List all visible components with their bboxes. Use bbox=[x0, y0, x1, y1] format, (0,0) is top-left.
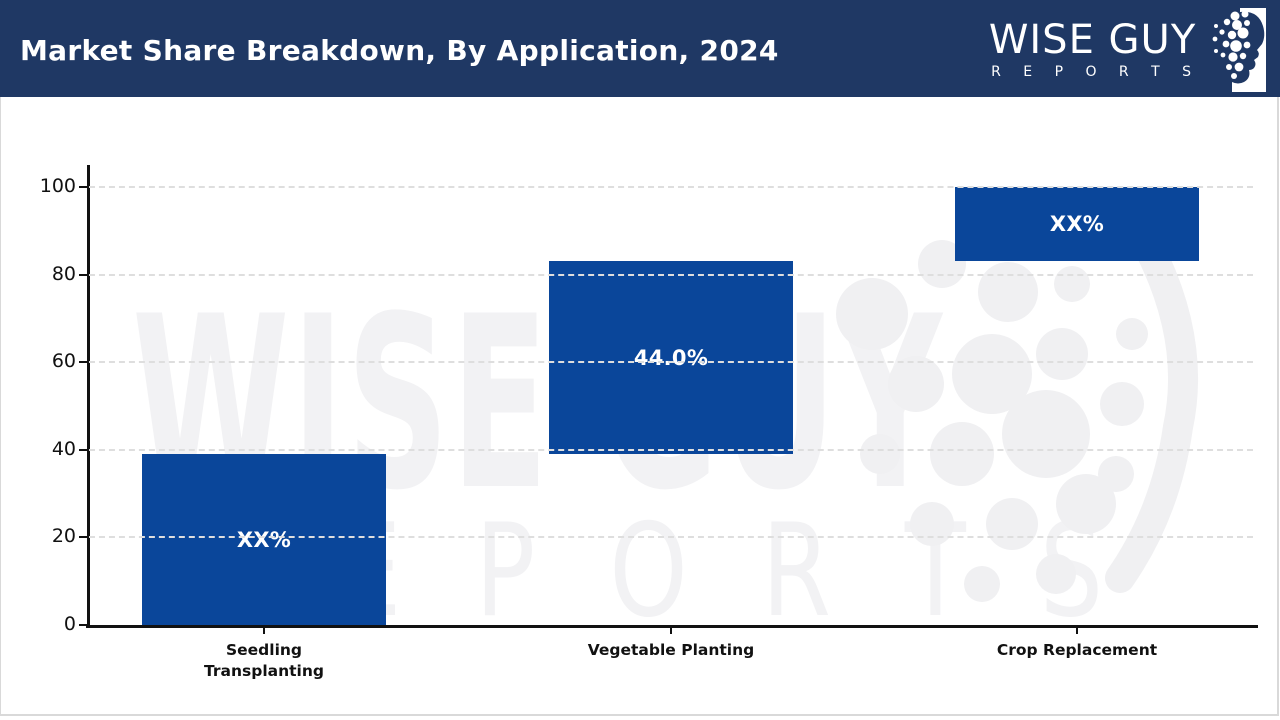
y-tick-mark-80 bbox=[79, 273, 87, 276]
gridline-20 bbox=[89, 536, 1253, 539]
logo-subtitle: R E P O R T S bbox=[991, 64, 1200, 80]
y-tick-label-80: 80 bbox=[51, 262, 76, 285]
logo-text: WISE GUY R E P O R T S bbox=[985, 20, 1200, 80]
x-category-label: Seedling Transplanting bbox=[204, 641, 324, 681]
x-axis-spine bbox=[86, 625, 1258, 628]
gridline-60 bbox=[89, 361, 1253, 364]
image-border bbox=[0, 97, 1279, 716]
y-tick-label-40: 40 bbox=[51, 437, 76, 460]
header-band: Market Share Breakdown, By Application, … bbox=[0, 0, 1280, 97]
y-tick-mark-0 bbox=[79, 624, 87, 626]
y-tick-label-100: 100 bbox=[39, 175, 76, 197]
x-category-label: Crop Replacement bbox=[996, 641, 1158, 659]
gridline-40 bbox=[89, 448, 1253, 451]
x-tick-mark bbox=[263, 628, 265, 634]
x-tick-mark bbox=[1076, 628, 1078, 634]
wise-guy-reports-logo: WISE GUY R E P O R T S bbox=[989, 6, 1266, 92]
y-tick-mark-100 bbox=[79, 186, 87, 188]
bar-value-label: XX% bbox=[1049, 212, 1105, 237]
y-tick-mark-20 bbox=[79, 536, 87, 539]
bar-segment: XX% bbox=[955, 187, 1199, 262]
bar-segment: XX% bbox=[142, 454, 386, 625]
gridline-80 bbox=[89, 273, 1253, 276]
y-tick-label-60: 60 bbox=[51, 350, 76, 373]
logo-face-icon bbox=[1212, 8, 1266, 92]
x-category-label: Vegetable Planting bbox=[587, 641, 755, 659]
logo-wordmark: WISE GUY bbox=[988, 17, 1197, 63]
bar-value-label: 44.0% bbox=[633, 345, 709, 370]
y-axis-spine bbox=[87, 165, 90, 628]
y-tick-label-0: 0 bbox=[63, 613, 76, 635]
bar-value-label: XX% bbox=[236, 527, 292, 552]
bar-segment: 44.0% bbox=[549, 261, 793, 455]
y-tick-label-20: 20 bbox=[51, 525, 76, 548]
x-tick-mark bbox=[670, 628, 672, 634]
y-tick-mark-60 bbox=[79, 361, 87, 364]
page-title: Market Share Breakdown, By Application, … bbox=[20, 34, 779, 67]
y-tick-mark-40 bbox=[79, 448, 87, 451]
gridline-100 bbox=[89, 186, 1253, 188]
